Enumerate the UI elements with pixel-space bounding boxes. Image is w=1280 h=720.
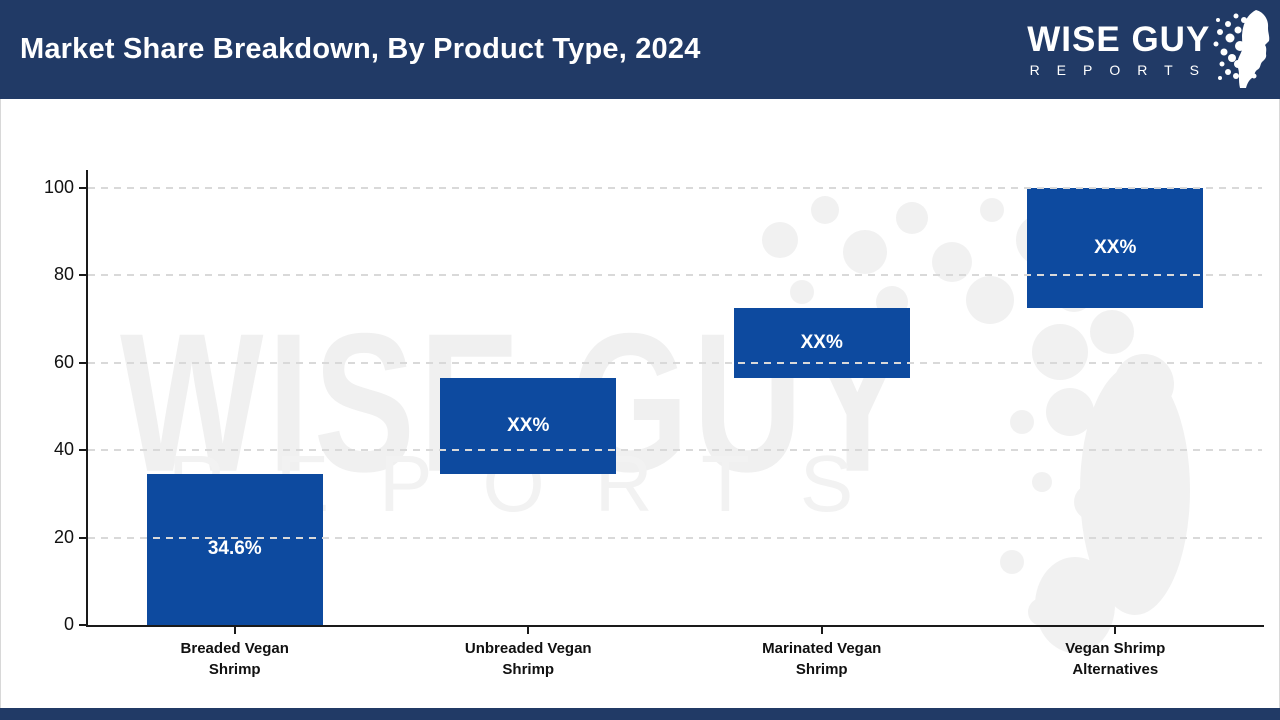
x-tick-mark-2 xyxy=(527,627,530,634)
x-category-label-4: Vegan Shrimp Alternatives xyxy=(1065,640,1166,678)
y-tick-mark-40 xyxy=(79,449,87,451)
y-tick-mark-100 xyxy=(79,186,87,189)
bar-value-label-4: XX% xyxy=(1094,236,1137,258)
y-tick-label-60: 60 xyxy=(53,351,74,372)
logo-text: WISE GUY REPORTS xyxy=(1022,19,1216,78)
logo-wiseguy-label: WISE GUY xyxy=(1027,19,1211,59)
x-tick-mark-1 xyxy=(233,627,236,634)
header-bar: Market Share Breakdown, By Product Type,… xyxy=(0,0,1280,99)
y-tick-label-0: 0 xyxy=(63,614,74,634)
y-tick-mark-80 xyxy=(79,274,87,276)
y-tick-mark-60 xyxy=(79,361,87,364)
y-tick-mark-20 xyxy=(79,536,87,539)
y-tick-label-40: 40 xyxy=(53,439,74,459)
y-tick-label-20: 20 xyxy=(53,526,74,547)
waterfall-bar-2: XX% xyxy=(440,377,617,474)
y-axis-line xyxy=(86,170,88,627)
waterfall-bar-1: 34.6% xyxy=(146,473,323,625)
chart-title: Market Share Breakdown, By Product Type,… xyxy=(20,33,701,65)
gridline-80 xyxy=(88,274,1262,276)
footer-bar xyxy=(0,708,1280,720)
gridline-100 xyxy=(88,186,1262,189)
x-axis-line xyxy=(86,625,1264,627)
gridline-20 xyxy=(88,536,1262,539)
waterfall-bar-4: XX% xyxy=(1027,187,1204,308)
gridline-40 xyxy=(88,449,1262,451)
wise-guy-reports-logo: WISE GUY REPORTS xyxy=(1022,6,1272,92)
x-tick-mark-4 xyxy=(1114,627,1117,634)
logo-dotted-head-icon xyxy=(1213,10,1270,88)
y-tick-label-80: 80 xyxy=(53,264,74,284)
logo-reports-label: REPORTS xyxy=(1029,61,1216,78)
x-tick-mark-3 xyxy=(820,627,823,634)
y-tick-mark-0 xyxy=(79,624,87,626)
x-category-label-2: Unbreaded Vegan Shrimp xyxy=(464,640,592,678)
gridline-60 xyxy=(88,361,1262,364)
bar-value-label-2: XX% xyxy=(507,414,550,436)
bar-value-label-3: XX% xyxy=(800,331,843,353)
x-category-label-3: Marinated Vegan Shrimp xyxy=(762,640,882,678)
waterfall-bar-3: XX% xyxy=(733,307,910,378)
y-tick-label-100: 100 xyxy=(43,176,74,197)
x-category-label-1: Breaded Vegan Shrimp xyxy=(180,640,289,678)
bar-value-label-1: 34.6% xyxy=(207,538,262,560)
